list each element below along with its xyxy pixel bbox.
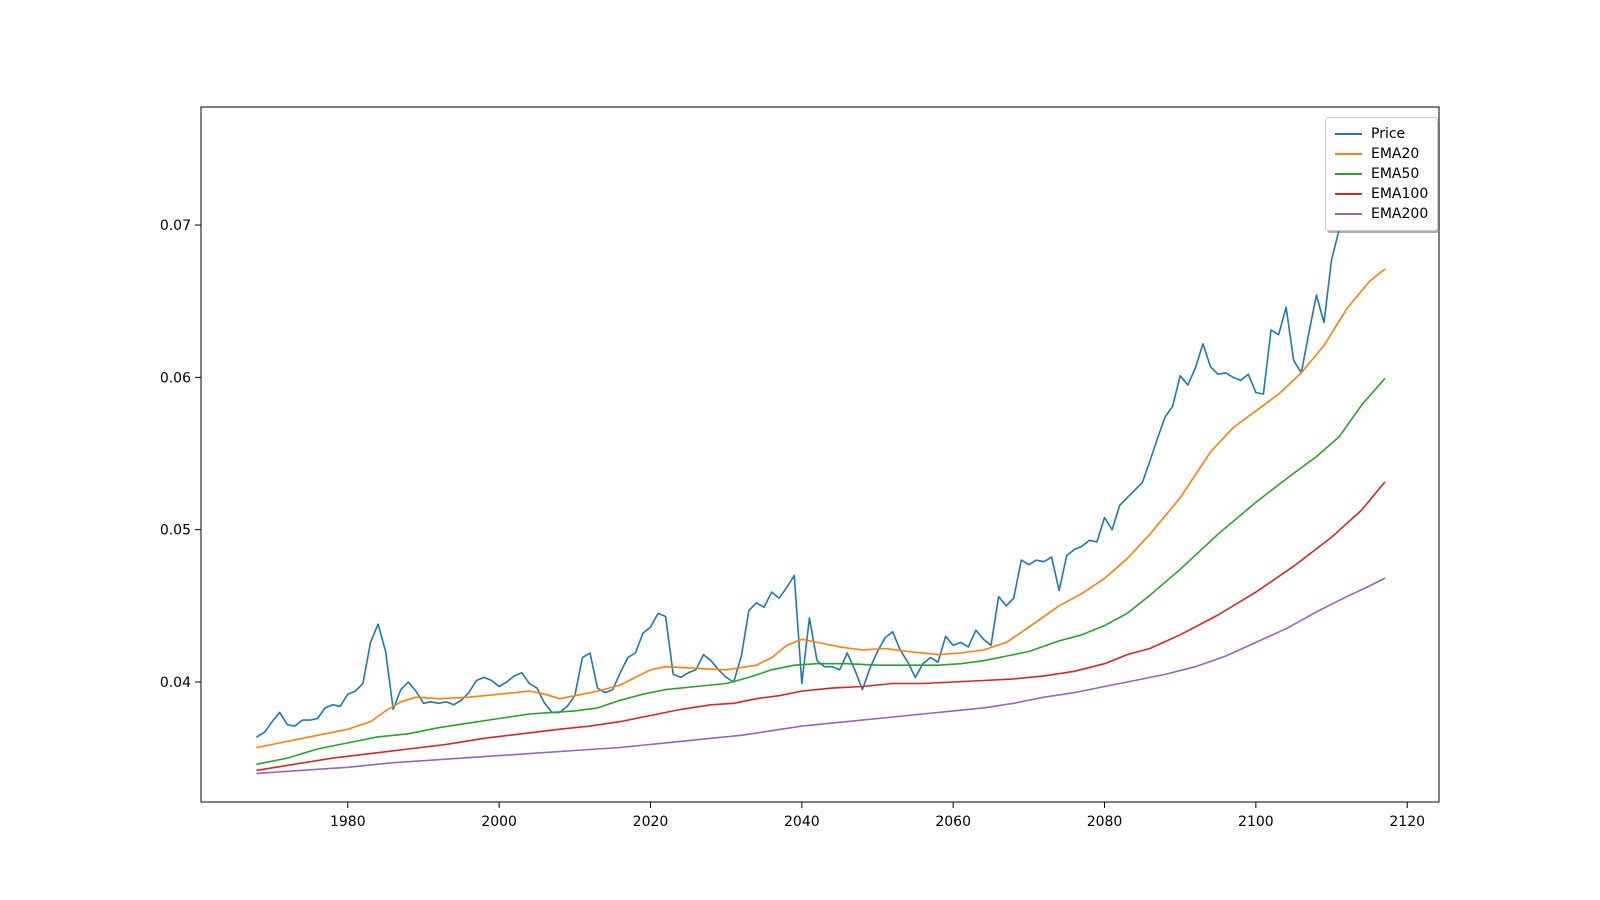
x-tick-label: 2120 xyxy=(1389,814,1425,830)
legend-label: EMA50 xyxy=(1371,166,1420,182)
legend-line-swatch xyxy=(1335,213,1362,215)
series-line-ema20 xyxy=(256,268,1386,749)
x-tick-label: 2100 xyxy=(1238,814,1274,830)
legend-entry-price: Price xyxy=(1335,124,1427,144)
legend: Price EMA20 EMA50 EMA100 EMA200 xyxy=(1325,117,1438,231)
legend-entry-ema50: EMA50 xyxy=(1335,164,1427,184)
y-tick-label: 0.06 xyxy=(160,370,191,386)
y-tick-label: 0.04 xyxy=(160,675,191,691)
legend-entry-ema200: EMA200 xyxy=(1335,204,1429,224)
legend-label: EMA200 xyxy=(1371,206,1429,222)
x-tick-label: 2040 xyxy=(784,814,820,830)
series-line-ema50 xyxy=(256,378,1386,766)
legend-label: EMA100 xyxy=(1371,186,1429,202)
series-line-ema200 xyxy=(256,577,1386,775)
legend-line-swatch xyxy=(1335,133,1362,135)
x-tick-label: 2080 xyxy=(1087,814,1123,830)
series-line-ema100 xyxy=(256,481,1386,772)
x-tick-label: 1980 xyxy=(330,814,366,830)
legend-line-swatch xyxy=(1335,173,1362,175)
legend-line-swatch xyxy=(1335,193,1362,195)
legend-label: EMA20 xyxy=(1371,146,1420,162)
series-line-price xyxy=(256,137,1386,738)
plot-lines xyxy=(256,137,1386,775)
legend-entry-ema20: EMA20 xyxy=(1335,144,1427,164)
legend-entry-ema100: EMA100 xyxy=(1335,184,1429,204)
x-tick-label: 2020 xyxy=(633,814,669,830)
x-tick-label: 2000 xyxy=(481,814,517,830)
y-tick-label: 0.07 xyxy=(160,218,191,234)
y-tick-label: 0.05 xyxy=(160,523,191,539)
legend-line-swatch xyxy=(1335,153,1362,155)
axes-frame xyxy=(200,106,1440,803)
legend-label: Price xyxy=(1371,126,1406,142)
x-tick-label: 2060 xyxy=(935,814,971,830)
